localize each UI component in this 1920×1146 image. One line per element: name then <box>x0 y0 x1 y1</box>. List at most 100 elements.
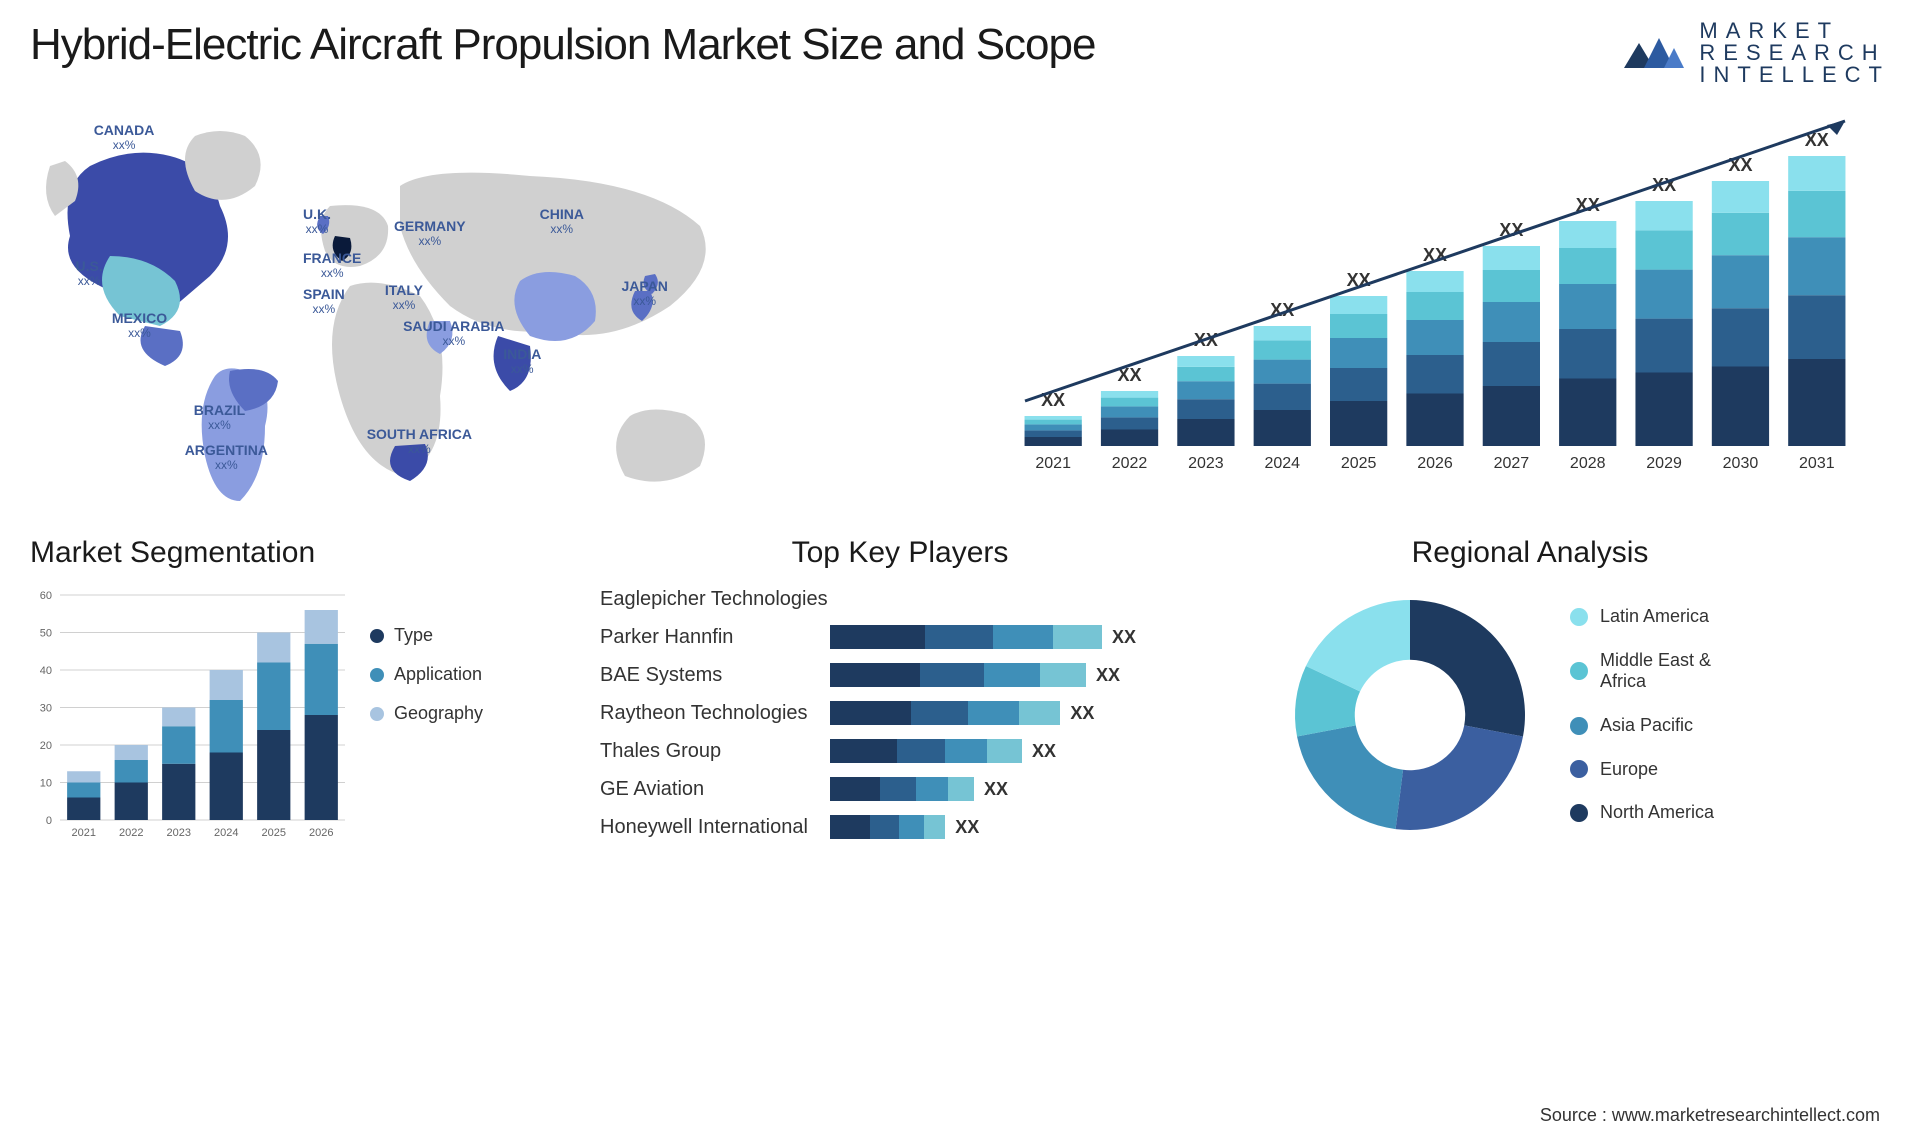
map-country-name: INDIA <box>503 346 541 362</box>
map-country-name: BRAZIL <box>194 402 245 418</box>
player-bar-segment <box>897 739 945 763</box>
player-bar-segment <box>948 777 974 801</box>
regional-content: Latin America Middle East &Africa Asia Pac… <box>1250 585 1810 845</box>
player-bar-segment <box>830 815 870 839</box>
player-bar-segment <box>968 701 1019 725</box>
map-country-value: xx% <box>394 234 466 248</box>
player-row: Honeywell InternationalXX <box>600 813 1200 841</box>
map-country-name: GERMANY <box>394 218 466 234</box>
player-bar-segment <box>830 625 925 649</box>
legend-dot-icon <box>1570 608 1588 626</box>
growth-bar-chart: XX2021XX2022XX2023XX2024XX2025XX2026XX20… <box>980 106 1890 486</box>
map-country-name: CANADA <box>94 122 155 138</box>
legend-label: Asia Pacific <box>1600 715 1693 737</box>
legend-item: North America <box>1570 802 1714 824</box>
map-label: SOUTH AFRICAxx% <box>367 426 472 456</box>
legend-label: North America <box>1600 802 1714 824</box>
svg-text:2029: 2029 <box>1646 455 1682 472</box>
svg-text:2031: 2031 <box>1799 455 1835 472</box>
legend-item: Europe <box>1570 759 1714 781</box>
map-label: BRAZILxx% <box>194 402 245 432</box>
player-bar-segment <box>916 777 948 801</box>
player-bar-container: XX <box>830 815 1200 839</box>
map-country-value: xx% <box>303 302 345 316</box>
source-text: Source : www.marketresearchintellect.com <box>1540 1105 1880 1126</box>
legend-dot-icon <box>370 668 384 682</box>
map-country-value: xx% <box>94 138 155 152</box>
logo-line2: RESEARCH <box>1699 42 1890 64</box>
player-value: XX <box>1032 741 1056 762</box>
legend-label: Application <box>394 664 482 685</box>
map-country-value: xx% <box>540 222 584 236</box>
player-name: Parker Hannfin <box>600 626 830 649</box>
segmentation-title: Market Segmentation <box>30 536 550 570</box>
regional-legend: Latin America Middle East &Africa Asia Pac… <box>1570 606 1714 824</box>
player-bar-segment <box>1019 701 1060 725</box>
legend-label: Europe <box>1600 759 1658 781</box>
key-players-section: Top Key Players Eaglepicher Technologies… <box>600 536 1200 851</box>
legend-item: Type <box>370 625 483 646</box>
map-label: U.S.xx% <box>76 258 103 288</box>
svg-text:2021: 2021 <box>1035 455 1071 472</box>
map-country-name: SOUTH AFRICA <box>367 426 472 442</box>
player-bar-container: XX <box>830 777 1200 801</box>
player-name: Eaglepicher Technologies <box>600 588 830 611</box>
segmentation-legend: TypeApplicationGeography <box>370 585 483 845</box>
player-name: Thales Group <box>600 740 830 763</box>
brand-logo: MARKET RESEARCH INTELLECT <box>1619 20 1890 86</box>
map-country-value: xx% <box>112 326 167 340</box>
legend-item: Latin America <box>1570 606 1714 628</box>
player-bar-segment <box>1053 625 1102 649</box>
player-row: Eaglepicher Technologies <box>600 585 1200 613</box>
map-country-name: CHINA <box>540 206 584 222</box>
player-bar-container: XX <box>830 739 1200 763</box>
svg-text:2022: 2022 <box>1112 455 1148 472</box>
player-bar-segment <box>830 739 897 763</box>
svg-text:2022: 2022 <box>119 827 143 839</box>
page-title: Hybrid-Electric Aircraft Propulsion Mark… <box>30 20 1095 70</box>
player-name: Raytheon Technologies <box>600 702 830 725</box>
world-map: CANADAxx%U.S.xx%MEXICOxx%BRAZILxx%ARGENT… <box>30 106 940 506</box>
map-label: JAPANxx% <box>622 278 668 308</box>
svg-text:2028: 2028 <box>1570 455 1606 472</box>
logo-line1: MARKET <box>1699 20 1890 42</box>
bottom-row: Market Segmentation 01020304050602021202… <box>30 536 1890 851</box>
player-bar-segment <box>945 739 987 763</box>
map-label: INDIAxx% <box>503 346 541 376</box>
legend-item: Application <box>370 664 483 685</box>
svg-text:60: 60 <box>40 590 52 602</box>
player-bar-container: XX <box>830 663 1200 687</box>
player-name: BAE Systems <box>600 664 830 687</box>
player-name: GE Aviation <box>600 778 830 801</box>
player-bar-segment <box>830 663 920 687</box>
player-row: Parker Hannfin XX <box>600 623 1200 651</box>
map-country-value: xx% <box>76 274 103 288</box>
player-bar-segment <box>987 739 1022 763</box>
player-bar-segment <box>984 663 1040 687</box>
map-label: SAUDI ARABIAxx% <box>403 318 504 348</box>
player-value: XX <box>1112 627 1136 648</box>
player-bar-segment <box>880 777 916 801</box>
legend-dot-icon <box>1570 804 1588 822</box>
legend-dot-icon <box>1570 760 1588 778</box>
player-value: XX <box>1070 703 1094 724</box>
player-bar-segment <box>911 701 969 725</box>
player-bar-segment <box>925 625 993 649</box>
map-country-name: SPAIN <box>303 286 345 302</box>
growth-chart-section: XX2021XX2022XX2023XX2024XX2025XX2026XX20… <box>980 106 1890 506</box>
svg-text:2026: 2026 <box>309 827 333 839</box>
map-label: U.K.xx% <box>303 206 331 236</box>
svg-text:10: 10 <box>40 778 52 790</box>
player-row: Thales Group XX <box>600 737 1200 765</box>
map-label: CANADAxx% <box>94 122 155 152</box>
legend-label: Latin America <box>1600 606 1709 628</box>
map-country-value: xx% <box>622 294 668 308</box>
header: Hybrid-Electric Aircraft Propulsion Mark… <box>30 20 1890 86</box>
map-label: MEXICOxx% <box>112 310 167 340</box>
player-bar-segment <box>920 663 984 687</box>
svg-text:2023: 2023 <box>1188 455 1224 472</box>
player-bar-container: XX <box>830 701 1200 725</box>
legend-item: Middle East &Africa <box>1570 650 1714 693</box>
svg-text:40: 40 <box>40 665 52 677</box>
player-bar-segment <box>924 815 945 839</box>
